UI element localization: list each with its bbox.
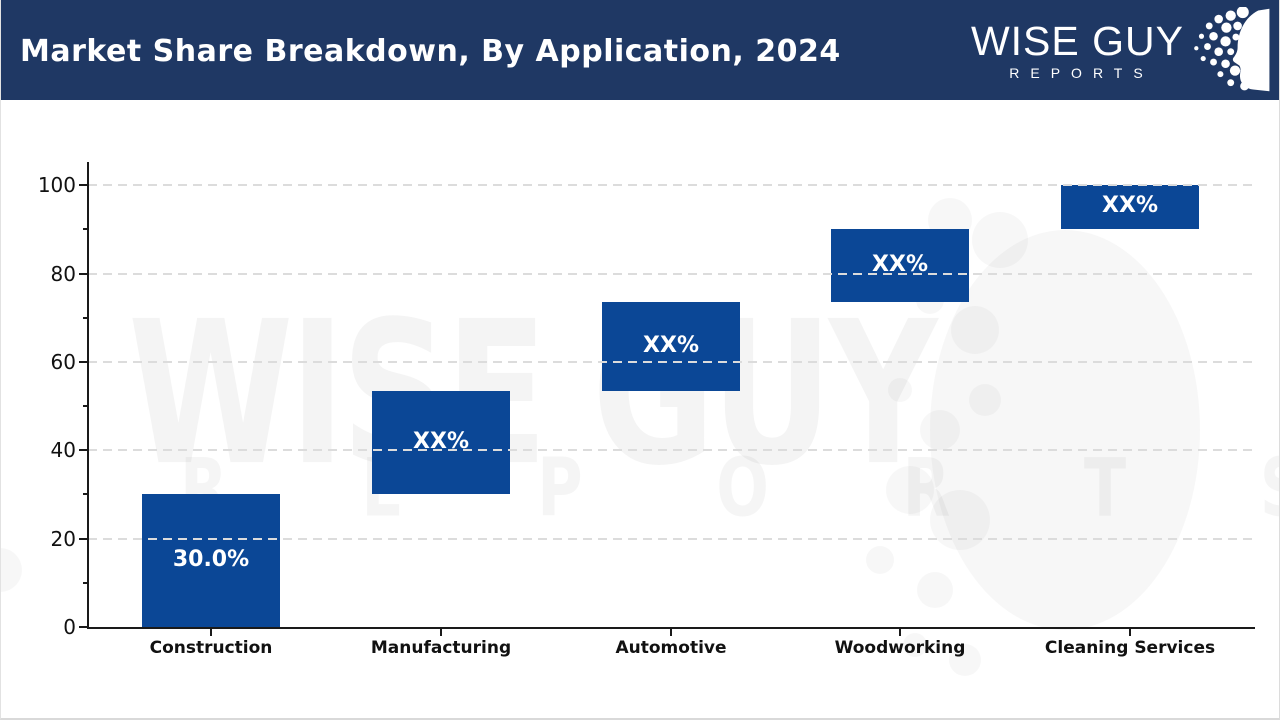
logo-text: WISE GUY REPORTS xyxy=(970,17,1184,81)
bar-woodworking xyxy=(831,229,969,303)
x-tick-label-automotive: Automotive xyxy=(615,638,727,658)
wise-guy-reports-logo: WISE GUY REPORTS xyxy=(971,6,1272,94)
y-tick-label-20: 20 xyxy=(50,526,76,551)
y-minor-tick-mark xyxy=(83,316,88,319)
y-tick-label-60: 60 xyxy=(50,349,76,374)
y-tick-mark xyxy=(79,184,88,187)
bar-value-label: XX% xyxy=(872,251,928,277)
chart-area: WISE GUY R E P O R T S 30.0% Construction… xyxy=(0,100,1280,720)
gridline-40 xyxy=(88,449,1255,452)
header-banner: Market Share Breakdown, By Application, … xyxy=(0,0,1280,100)
y-minor-tick-mark xyxy=(83,493,88,496)
bar-construction xyxy=(142,494,280,627)
x-tick-label-construction: Construction xyxy=(149,638,273,658)
gridline-20 xyxy=(88,537,1255,540)
watermark-line2: R E P O R T S xyxy=(180,440,1280,535)
bar-value-label: XX% xyxy=(1102,193,1158,219)
gridline-100 xyxy=(88,184,1255,187)
page-title: Market Share Breakdown, By Application, … xyxy=(20,34,841,69)
x-tick-mark xyxy=(1129,629,1131,636)
bar-automotive xyxy=(602,302,740,391)
y-tick-mark xyxy=(79,626,88,628)
logo-wordmark: WISE GUY xyxy=(970,17,1184,64)
x-tick-mark xyxy=(899,629,901,636)
y-tick-mark xyxy=(79,449,88,452)
x-tick-label-manufacturing: Manufacturing xyxy=(370,638,512,658)
logo-subtitle: REPORTS xyxy=(1009,64,1154,81)
y-axis-line xyxy=(87,162,89,629)
x-tick-mark xyxy=(210,629,212,636)
y-tick-label-100: 100 xyxy=(37,173,76,198)
x-tick-mark xyxy=(440,629,442,636)
y-tick-mark xyxy=(79,360,88,363)
y-tick-label-0: 0 xyxy=(63,615,76,639)
logo-face-icon xyxy=(1194,7,1270,92)
x-axis-line xyxy=(87,627,1255,629)
bar-value-label: XX% xyxy=(413,428,469,454)
y-minor-tick-mark xyxy=(83,228,88,231)
bar-value-label: 30.0% xyxy=(172,546,250,572)
bar-value-label: XX% xyxy=(643,332,699,358)
x-tick-label-woodworking: Woodworking xyxy=(834,638,966,658)
y-tick-label-80: 80 xyxy=(50,261,76,286)
bar-manufacturing xyxy=(372,390,510,495)
bar-cleaning-services xyxy=(1061,185,1199,230)
gridline-60 xyxy=(88,360,1255,363)
watermark-line1: WISE GUY xyxy=(128,280,938,510)
y-minor-tick-mark xyxy=(83,405,88,408)
gridline-80 xyxy=(88,272,1255,275)
y-tick-mark xyxy=(79,272,88,275)
x-tick-label-cleaning-services: Cleaning Services xyxy=(1044,638,1216,658)
y-minor-tick-mark xyxy=(83,581,88,584)
y-tick-label-40: 40 xyxy=(50,438,76,463)
y-tick-mark xyxy=(79,537,88,540)
x-tick-mark xyxy=(670,629,672,636)
